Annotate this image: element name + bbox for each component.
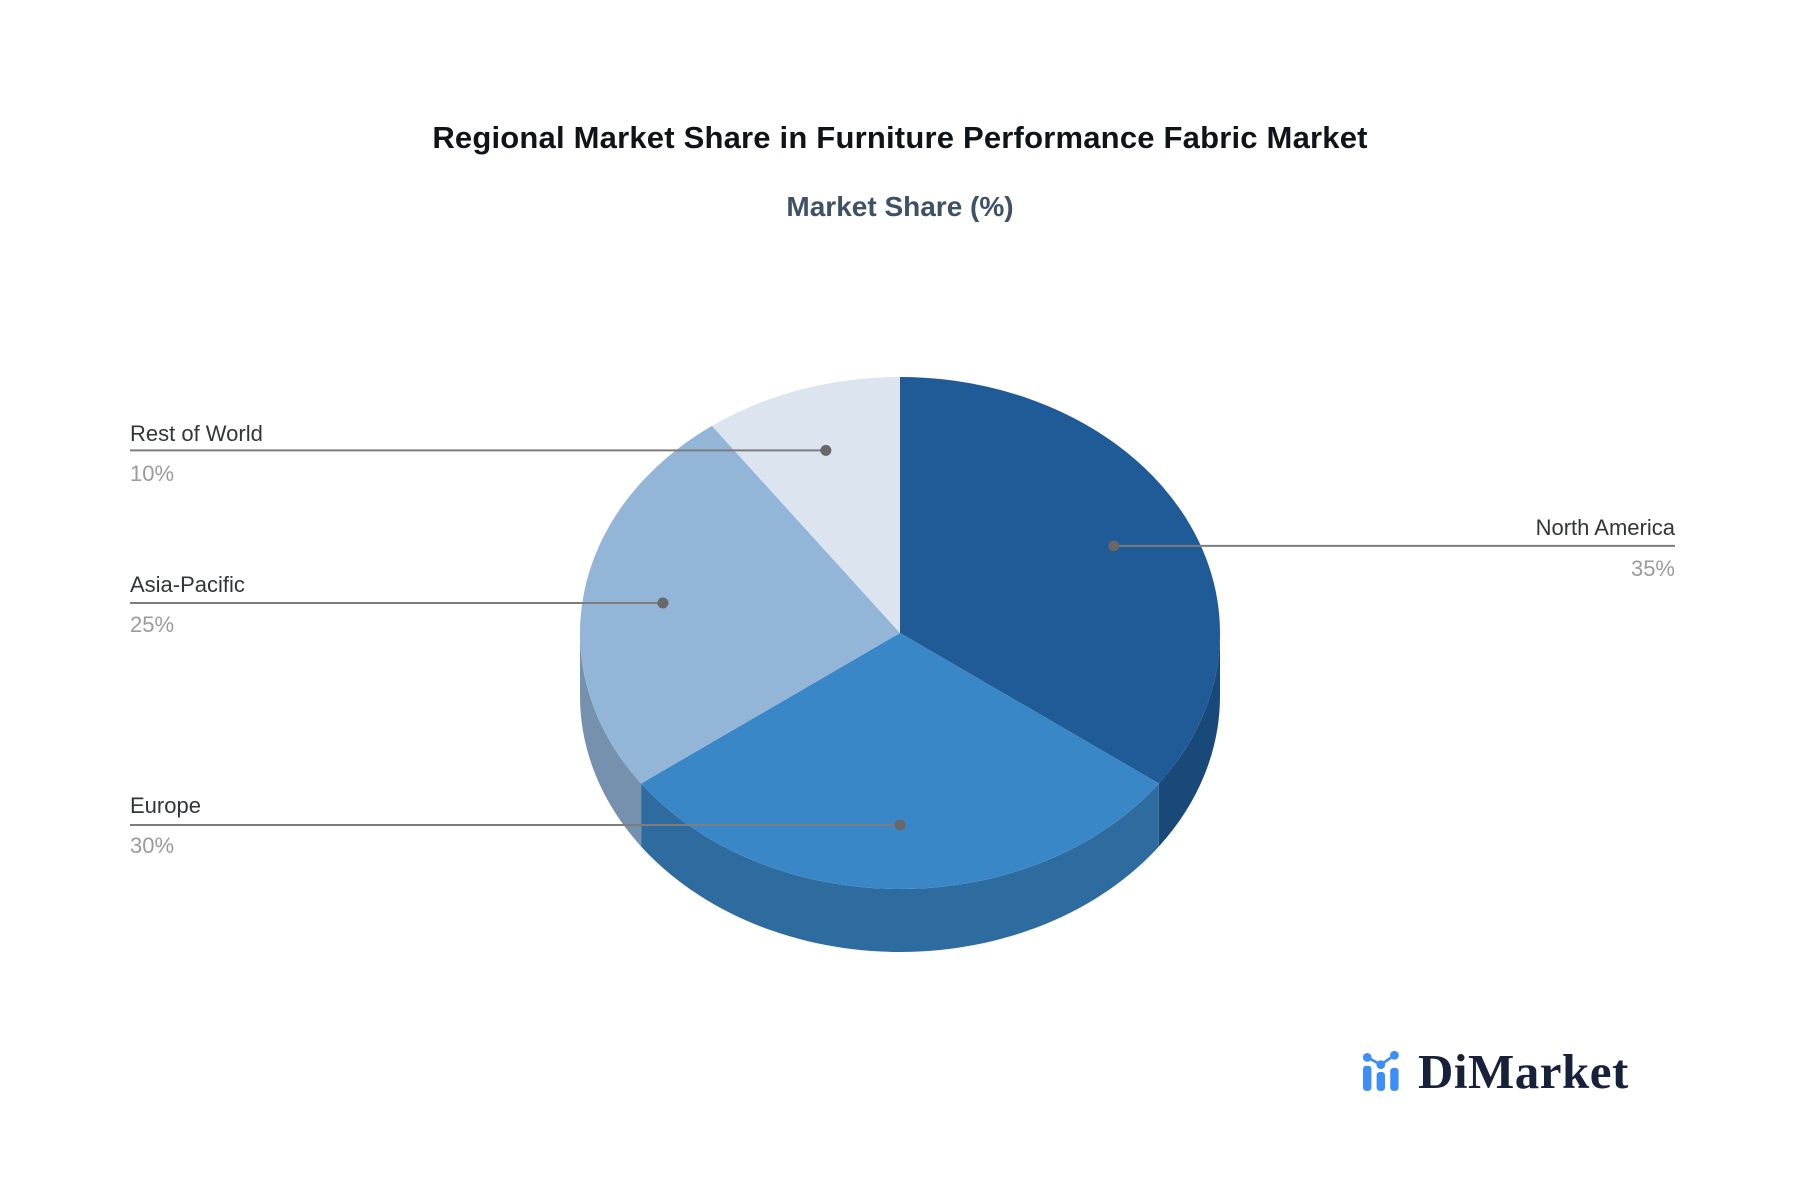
dimarket-logo: DiMarket [1362,1042,1629,1096]
value-asia-pacific: 25% [130,612,175,637]
label-rest-of-world: Rest of World [130,421,263,446]
page-subtitle: Market Share (%) [786,191,1014,222]
label-europe: Europe [130,793,201,818]
logo-text: DiMarket [1418,1044,1629,1099]
page-title: Regional Market Share in Furniture Perfo… [432,120,1368,155]
label-asia-pacific: Asia-Pacific [130,572,245,597]
value-rest-of-world: 10% [130,461,175,486]
value-north-america: 35% [1630,556,1675,581]
bar-line-chart-icon [1362,1050,1399,1091]
value-europe: 30% [130,833,175,858]
label-north-america: North America [1535,515,1675,540]
